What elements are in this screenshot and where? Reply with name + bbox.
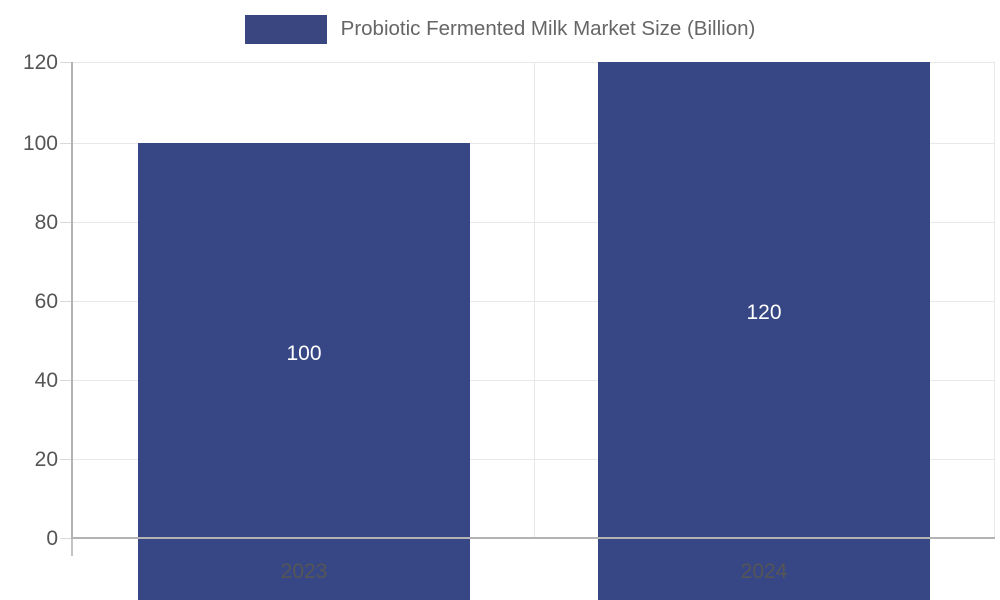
x-tick-label-2023: 2023 [280,560,328,583]
legend-item-market-size[interactable]: Probiotic Fermented Milk Market Size (Bi… [244,14,756,44]
x-axis-line [71,537,995,539]
y-tick-40: 40 [0,370,72,391]
y-tick-60: 60 [0,291,72,312]
y-tick-120: 120 [0,52,72,73]
y-tick-100: 100 [0,133,72,154]
legend-item-label: Probiotic Fermented Milk Market Size (Bi… [340,16,756,40]
gridline-y-80 [72,222,995,223]
y-tick-label-60: 60 [34,290,58,313]
y-tick-20: 20 [0,449,72,470]
gridline-y-60 [72,301,995,302]
gridline-x-right-edge [994,62,995,538]
y-tick-mark-20 [60,459,71,460]
x-axis-origin-tick [71,539,73,556]
y-tick-mark-40 [60,380,71,381]
y-tick-label-100: 100 [22,132,58,155]
bar-2023[interactable]: 100 [138,143,470,600]
y-tick-mark-100 [60,143,71,144]
y-axis-line [71,62,73,539]
y-tick-label-120: 120 [22,51,58,74]
bar-value-label-2024: 120 [746,301,782,324]
gridline-x-category-divider [534,62,535,538]
y-tick-80: 80 [0,212,72,233]
y-tick-0: 0 [0,528,72,549]
y-tick-mark-120 [60,62,71,63]
y-tick-mark-0 [60,538,71,539]
x-tick-label-2024: 2024 [740,560,788,583]
gridline-y-40 [72,380,995,381]
gridline-y-100 [72,143,995,144]
chart-legend: Probiotic Fermented Milk Market Size (Bi… [0,12,1000,46]
bar-2024[interactable]: 120 [598,62,930,600]
y-tick-label-0: 0 [46,527,58,550]
legend-color-swatch-icon [244,14,327,44]
y-tick-mark-60 [60,301,71,302]
y-tick-label-80: 80 [34,211,58,234]
plot-area: 100 120 [72,62,995,600]
y-tick-label-20: 20 [34,448,58,471]
bar-value-label-2023: 100 [286,342,322,365]
y-tick-label-40: 40 [34,369,58,392]
gridline-y-20 [72,459,995,460]
gridline-y-120 [72,62,995,63]
y-tick-mark-80 [60,222,71,223]
